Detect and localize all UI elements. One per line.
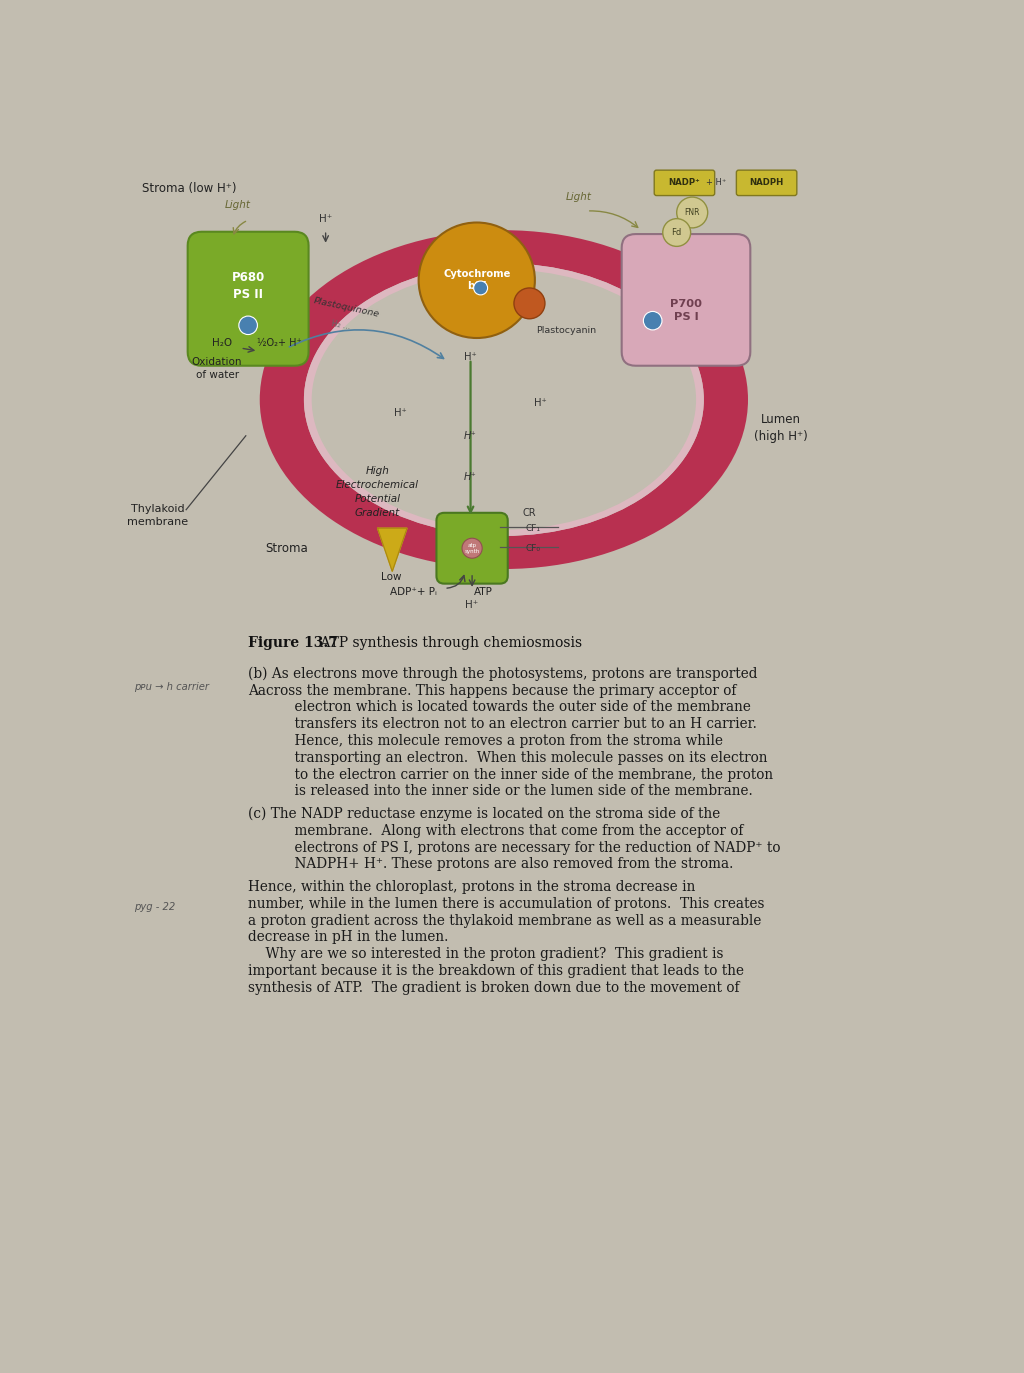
Text: ADP⁺+ Pᵢ: ADP⁺+ Pᵢ xyxy=(390,588,436,597)
Ellipse shape xyxy=(260,231,748,568)
Text: CF₁: CF₁ xyxy=(525,523,540,533)
Text: H₂ ...: H₂ ... xyxy=(331,319,351,331)
FancyBboxPatch shape xyxy=(436,512,508,584)
Text: transporting an electron.  When this molecule passes on its electron: transporting an electron. When this mole… xyxy=(276,751,767,765)
Text: (b) As electrons move through the photosystems, protons are transported: (b) As electrons move through the photos… xyxy=(248,667,758,681)
Ellipse shape xyxy=(419,222,535,338)
Text: pᴘu → h carrier: pᴘu → h carrier xyxy=(134,682,209,692)
Text: ATP: ATP xyxy=(473,588,493,597)
Text: pyg - 22: pyg - 22 xyxy=(134,902,175,913)
Circle shape xyxy=(474,281,487,295)
Ellipse shape xyxy=(304,264,703,535)
Text: Lumen
(high H⁺): Lumen (high H⁺) xyxy=(754,413,808,443)
Text: ATP synthesis through chemiosmosis: ATP synthesis through chemiosmosis xyxy=(316,636,583,649)
Circle shape xyxy=(663,218,690,246)
Text: Hence, within the chloroplast, protons in the stroma decrease in: Hence, within the chloroplast, protons i… xyxy=(248,880,695,894)
Text: Why are we so interested in the proton gradient?  This gradient is: Why are we so interested in the proton g… xyxy=(248,947,724,961)
Text: decrease in pH in the lumen.: decrease in pH in the lumen. xyxy=(248,931,449,945)
Text: electrons of PS I, protons are necessary for the reduction of NADP⁺ to: electrons of PS I, protons are necessary… xyxy=(276,840,780,854)
Circle shape xyxy=(514,288,545,319)
Circle shape xyxy=(462,538,482,559)
Text: H⁺: H⁺ xyxy=(466,600,479,610)
Text: Hence, this molecule removes a proton from the stroma while: Hence, this molecule removes a proton fr… xyxy=(276,735,723,748)
Ellipse shape xyxy=(311,269,696,530)
Text: ½O₂+ H⁺: ½O₂+ H⁺ xyxy=(257,338,301,349)
Text: CF₀: CF₀ xyxy=(525,544,540,553)
Ellipse shape xyxy=(304,264,703,535)
Text: membrane.  Along with electrons that come from the acceptor of: membrane. Along with electrons that come… xyxy=(276,824,743,838)
Text: High
Electrochemical
Potential
Gradient: High Electrochemical Potential Gradient xyxy=(336,465,419,518)
Text: H⁺: H⁺ xyxy=(319,214,332,224)
Text: P680
PS II: P680 PS II xyxy=(231,270,265,301)
Text: Aacross the membrane. This happens because the primary acceptor of: Aacross the membrane. This happens becau… xyxy=(248,684,736,697)
Text: H⁺: H⁺ xyxy=(464,353,477,362)
FancyBboxPatch shape xyxy=(187,232,308,365)
Text: Plastocyanin: Plastocyanin xyxy=(536,325,596,335)
Text: H⁺: H⁺ xyxy=(394,408,408,417)
Text: + H⁺: + H⁺ xyxy=(706,178,726,187)
Text: H₂O: H₂O xyxy=(213,338,232,349)
Text: H⁺: H⁺ xyxy=(464,471,477,482)
FancyBboxPatch shape xyxy=(736,170,797,195)
Text: P700
PS I: P700 PS I xyxy=(670,299,702,321)
Text: NADPH+ H⁺. These protons are also removed from the stroma.: NADPH+ H⁺. These protons are also remove… xyxy=(276,857,733,872)
Text: a proton gradient across the thylakoid membrane as well as a measurable: a proton gradient across the thylakoid m… xyxy=(248,913,762,928)
Text: NADPH: NADPH xyxy=(750,178,783,187)
Circle shape xyxy=(643,312,662,330)
Text: synthesis of ATP.  The gradient is broken down due to the movement of: synthesis of ATP. The gradient is broken… xyxy=(248,980,739,994)
Circle shape xyxy=(239,316,257,335)
Text: CR: CR xyxy=(522,508,537,518)
Text: important because it is the breakdown of this gradient that leads to the: important because it is the breakdown of… xyxy=(248,964,744,978)
Text: Light: Light xyxy=(566,192,592,202)
Text: Fd: Fd xyxy=(672,228,682,238)
Circle shape xyxy=(677,198,708,228)
Text: number, while in the lumen there is accumulation of protons.  This creates: number, while in the lumen there is accu… xyxy=(248,897,765,910)
Text: Light: Light xyxy=(225,200,251,210)
FancyBboxPatch shape xyxy=(622,233,751,365)
Polygon shape xyxy=(378,529,407,571)
Text: Low: Low xyxy=(381,571,401,582)
Text: (c) The NADP reductase enzyme is located on the stroma side of the: (c) The NADP reductase enzyme is located… xyxy=(248,807,720,821)
Text: Stroma (low H⁺): Stroma (low H⁺) xyxy=(142,181,237,195)
Text: Plastoquinone: Plastoquinone xyxy=(312,295,380,319)
Text: atp
synth: atp synth xyxy=(465,542,479,553)
Text: Cytochrome
b6f: Cytochrome b6f xyxy=(443,269,510,291)
Text: NADP⁺: NADP⁺ xyxy=(669,178,700,187)
Text: FNR: FNR xyxy=(684,207,700,217)
Text: H⁺: H⁺ xyxy=(534,398,547,408)
Text: Figure 13.7: Figure 13.7 xyxy=(248,636,338,649)
Text: to the electron carrier on the inner side of the membrane, the proton: to the electron carrier on the inner sid… xyxy=(276,768,773,781)
Text: transfers its electron not to an electron carrier but to an H carrier.: transfers its electron not to an electro… xyxy=(276,717,757,732)
Text: Stroma: Stroma xyxy=(265,542,308,555)
Text: H⁺: H⁺ xyxy=(464,431,477,441)
Text: is released into the inner side or the lumen side of the membrane.: is released into the inner side or the l… xyxy=(276,784,753,798)
Text: Thylakoid
membrane: Thylakoid membrane xyxy=(127,504,188,527)
Text: Oxidation
of water: Oxidation of water xyxy=(191,357,243,380)
FancyBboxPatch shape xyxy=(654,170,715,195)
Text: electron which is located towards the outer side of the membrane: electron which is located towards the ou… xyxy=(276,700,751,714)
